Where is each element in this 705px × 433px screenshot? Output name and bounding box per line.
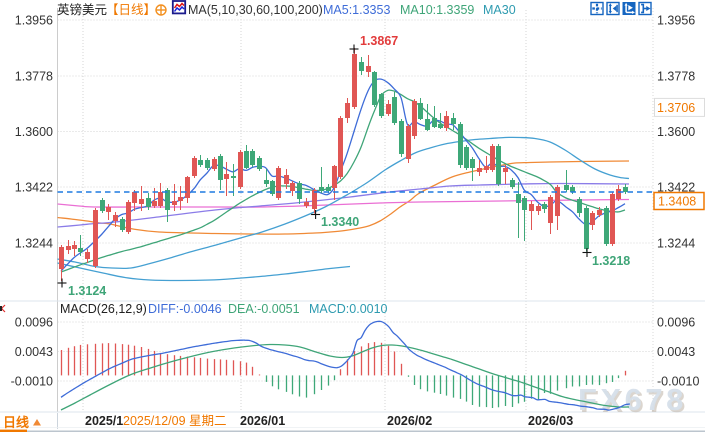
svg-text:1.3218: 1.3218 [592, 254, 630, 268]
svg-text:1.3600: 1.3600 [15, 125, 53, 139]
svg-text:【日线】: 【日线】 [106, 3, 156, 17]
svg-text:2026/01: 2026/01 [240, 414, 285, 428]
svg-text:MA(5,10,30,60,100,200): MA(5,10,30,60,100,200) [188, 3, 323, 17]
svg-text:0.0043: 0.0043 [15, 345, 53, 359]
svg-text:1.3340: 1.3340 [321, 215, 359, 229]
svg-text:MA30: MA30 [483, 3, 516, 17]
svg-text:1.3956: 1.3956 [15, 14, 53, 28]
svg-text:0.0096: 0.0096 [15, 316, 53, 330]
svg-text:0.0096: 0.0096 [657, 316, 695, 330]
svg-text:英镑美元: 英镑美元 [57, 2, 107, 17]
svg-text:1.3706: 1.3706 [657, 101, 695, 115]
svg-text:2026/02: 2026/02 [387, 414, 432, 428]
svg-text:DIFF:-0.0046: DIFF:-0.0046 [148, 302, 222, 316]
svg-text:1.3600: 1.3600 [657, 125, 695, 139]
svg-text:1.3244: 1.3244 [657, 237, 695, 251]
svg-text:1.3244: 1.3244 [15, 237, 53, 251]
svg-text:FX678: FX678 [578, 382, 687, 417]
svg-text:1.3778: 1.3778 [15, 70, 53, 84]
svg-text:2025/12/09 星期二: 2025/12/09 星期二 [123, 414, 227, 428]
svg-text:DEA:-0.0051: DEA:-0.0051 [228, 302, 300, 316]
svg-text:2025/1: 2025/1 [85, 414, 123, 428]
svg-text:-0.0010: -0.0010 [11, 375, 53, 389]
svg-text:MACD:0.0010: MACD:0.0010 [309, 302, 388, 316]
svg-text:0.0043: 0.0043 [657, 345, 695, 359]
svg-text:1.3778: 1.3778 [657, 70, 695, 84]
svg-text:1.3422: 1.3422 [15, 181, 53, 195]
svg-text:日线: 日线 [3, 415, 29, 430]
svg-text:MA5:1.3353: MA5:1.3353 [323, 3, 390, 17]
svg-text:1.3408: 1.3408 [658, 195, 696, 209]
svg-text:1.3124: 1.3124 [68, 284, 106, 298]
svg-text:MA10:1.3359: MA10:1.3359 [400, 3, 474, 17]
svg-text:1.3867: 1.3867 [360, 34, 398, 48]
svg-text:1.3422: 1.3422 [657, 181, 695, 195]
svg-text:MACD(26,12,9): MACD(26,12,9) [60, 302, 147, 316]
svg-text:1.3956: 1.3956 [657, 14, 695, 28]
svg-text:2026/03: 2026/03 [528, 414, 573, 428]
svg-text:-0.0010: -0.0010 [657, 375, 699, 389]
